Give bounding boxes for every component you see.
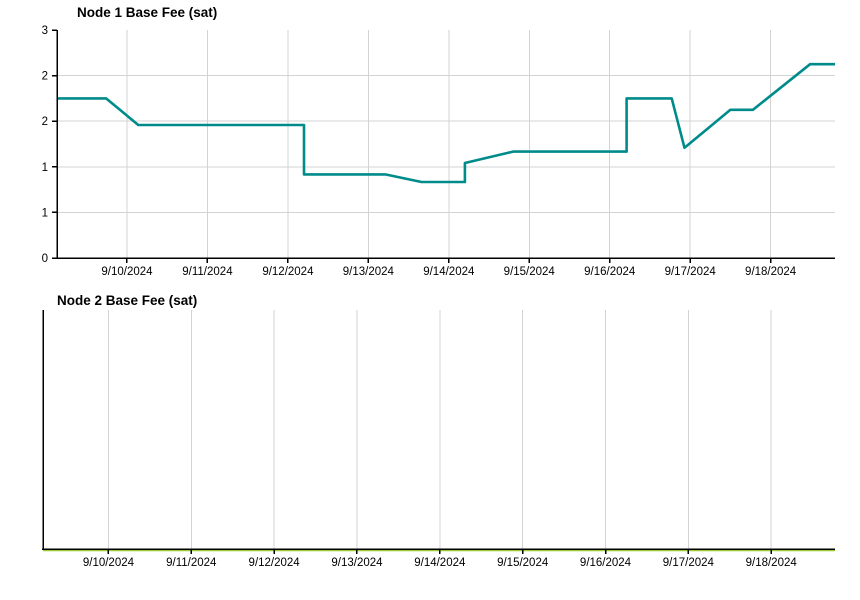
y-tick-label: 1 <box>42 162 48 174</box>
x-tick-label: 9/12/2024 <box>262 266 314 278</box>
x-tick-label: 9/15/2024 <box>497 557 549 569</box>
x-tick-label: 9/11/2024 <box>182 266 233 278</box>
y-tick-label: 3 <box>42 25 48 37</box>
chart-1-plot: 3 2 2 1 1 0 9/10/2024 9/11/2024 9/12/2024 9/13/20… <box>42 25 835 278</box>
x-tick-label: 9/16/2024 <box>580 557 632 569</box>
x-tick-label: 9/18/2024 <box>746 557 798 569</box>
x-tick-label: 9/18/2024 <box>745 266 797 278</box>
chart-2-plot: 9/10/2024 9/11/2024 9/12/2024 9/13/2024 9/14… <box>42 310 835 569</box>
x-tick-label: 9/10/2024 <box>101 266 153 278</box>
x-tick-label: 9/11/2024 <box>166 557 217 569</box>
x-tick-label: 9/13/2024 <box>343 266 395 278</box>
y-tick-label: 2 <box>42 71 48 83</box>
x-tick-label: 9/12/2024 <box>249 557 301 569</box>
x-tick-label: 9/17/2024 <box>665 266 717 278</box>
x-tick-label: 9/13/2024 <box>331 557 383 569</box>
x-tick-label: 9/10/2024 <box>83 557 135 569</box>
x-tick-label: 9/14/2024 <box>414 557 466 569</box>
x-tick-label: 9/17/2024 <box>663 557 715 569</box>
x-tick-label: 9/14/2024 <box>423 266 475 278</box>
series-line-1 <box>57 62 835 184</box>
x-tick-label: 9/15/2024 <box>504 266 556 278</box>
chart-2-title: Node 2 Base Fee (sat) <box>57 293 198 308</box>
y-tick-label: 0 <box>42 253 48 265</box>
y-tick-label: 1 <box>42 207 48 219</box>
y-tick-label: 2 <box>42 116 48 128</box>
chart-1-title: Node 1 Base Fee (sat) <box>77 5 218 20</box>
x-tick-label: 9/16/2024 <box>584 266 636 278</box>
